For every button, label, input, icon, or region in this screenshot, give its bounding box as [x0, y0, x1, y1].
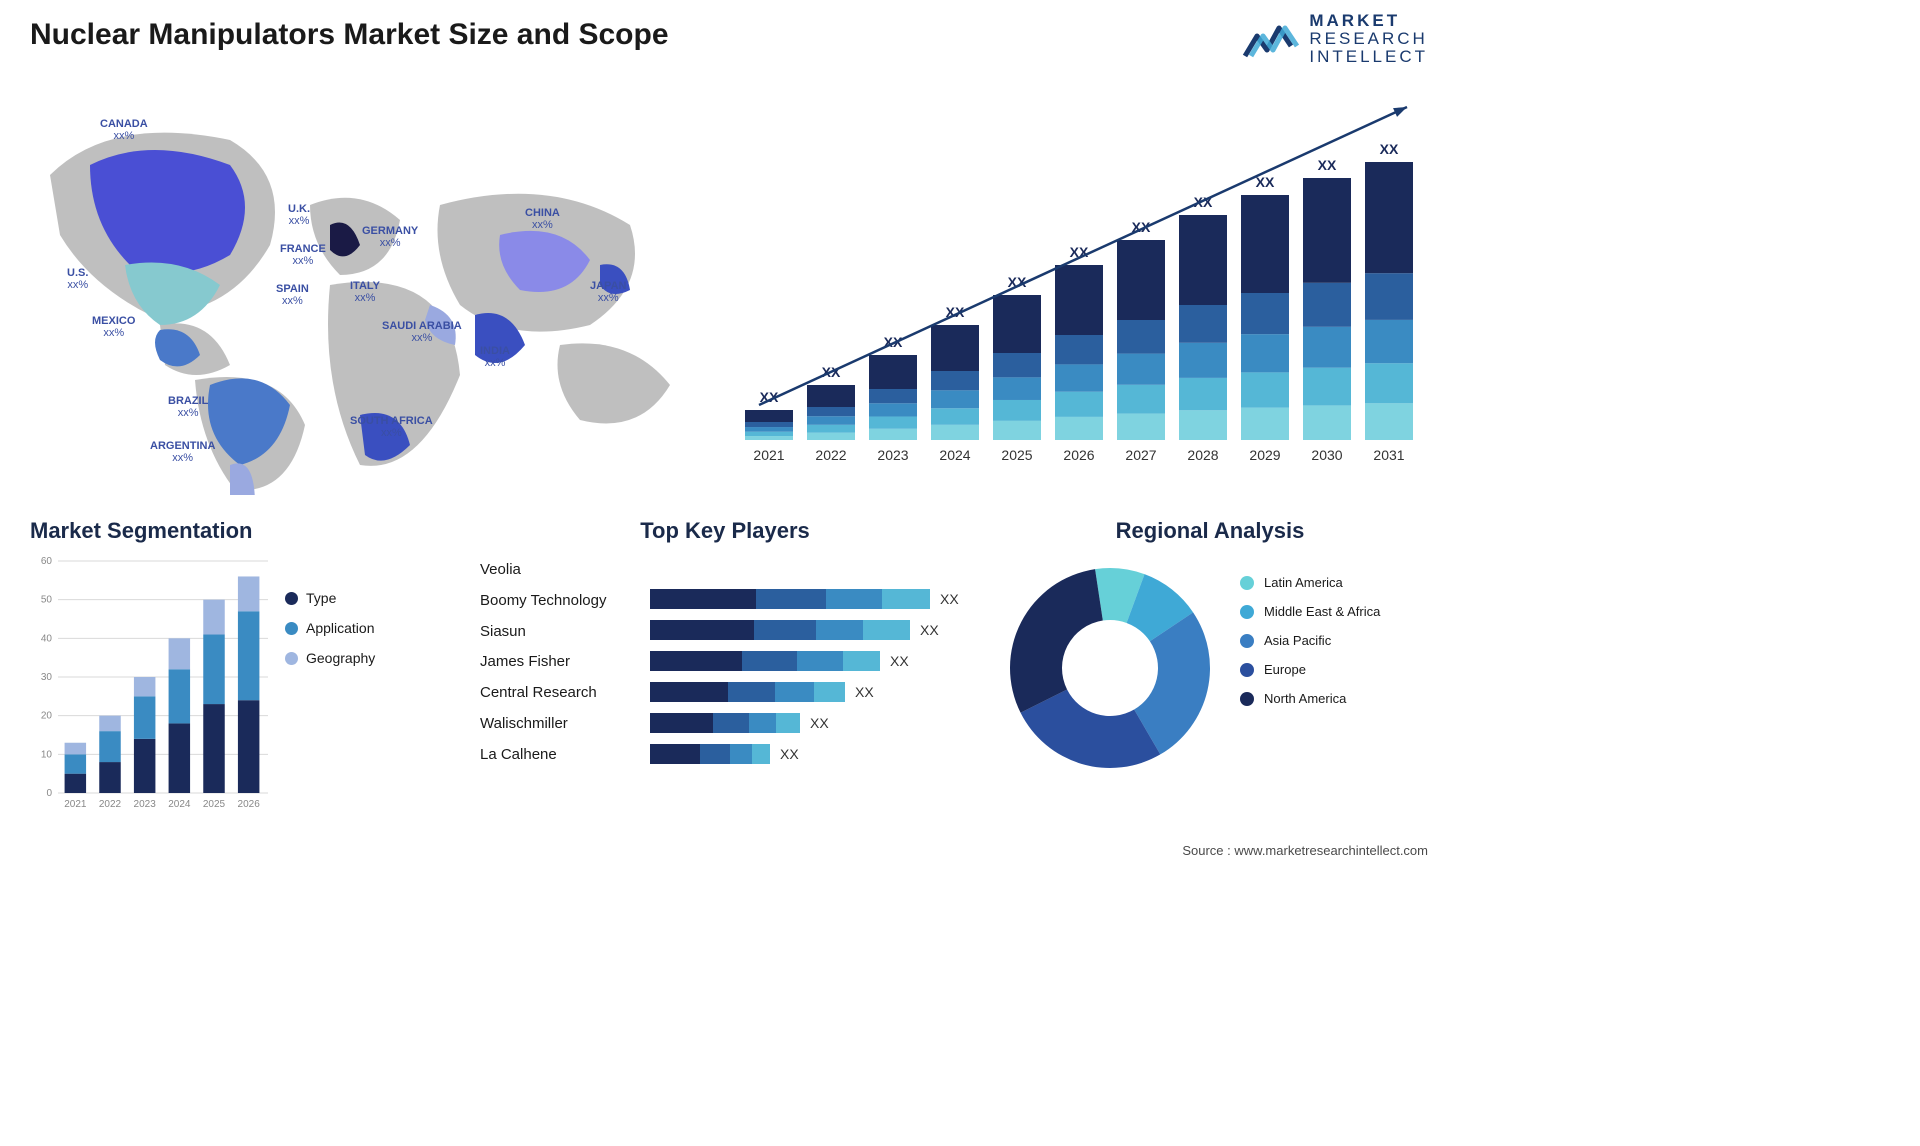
segmentation-legend: Type Application Geography	[285, 590, 375, 680]
player-bar: XX	[650, 713, 980, 733]
logo-icon	[1241, 14, 1301, 64]
svg-text:2024: 2024	[939, 447, 970, 463]
svg-text:2021: 2021	[753, 447, 784, 463]
svg-text:2026: 2026	[238, 799, 261, 810]
region-legend-item: North America	[1240, 691, 1380, 706]
regional-donut	[1000, 558, 1220, 778]
svg-text:10: 10	[41, 749, 53, 760]
player-name: La Calhene	[480, 740, 606, 771]
regional-title: Regional Analysis	[990, 518, 1430, 544]
players-bars: XX XX XX XX XX XX	[650, 558, 980, 775]
players-list: VeoliaBoomy TechnologySiasunJames Fisher…	[480, 555, 606, 770]
world-map: CANADAxx% U.S.xx% MEXICOxx% BRAZILxx% ARGENT…	[30, 85, 710, 495]
player-name: Walischmiller	[480, 709, 606, 740]
map-label-south-africa: SOUTH AFRICAxx%	[350, 415, 433, 439]
svg-text:2027: 2027	[1125, 447, 1156, 463]
svg-text:2023: 2023	[134, 799, 157, 810]
map-label-u-s-: U.S.xx%	[67, 267, 88, 291]
player-name: Boomy Technology	[480, 586, 606, 617]
source-attribution: Source : www.marketresearchintellect.com	[1182, 843, 1428, 858]
player-name: Central Research	[480, 678, 606, 709]
players-title: Top Key Players	[480, 518, 970, 544]
map-label-china: CHINAxx%	[525, 207, 560, 231]
svg-text:2025: 2025	[203, 799, 226, 810]
map-label-india: INDIAxx%	[480, 345, 510, 369]
map-label-japan: JAPANxx%	[590, 280, 626, 304]
svg-text:30: 30	[41, 672, 53, 683]
region-legend-item: Europe	[1240, 662, 1380, 677]
map-label-saudi-arabia: SAUDI ARABIAxx%	[382, 320, 462, 344]
svg-text:0: 0	[46, 788, 52, 799]
svg-text:2024: 2024	[168, 799, 191, 810]
svg-text:60: 60	[41, 556, 53, 567]
player-name: Veolia	[480, 555, 606, 586]
region-legend-item: Asia Pacific	[1240, 633, 1380, 648]
svg-text:20: 20	[41, 711, 53, 722]
map-label-argentina: ARGENTINAxx%	[150, 440, 215, 464]
map-label-germany: GERMANYxx%	[362, 225, 418, 249]
logo-line2: RESEARCH	[1309, 30, 1428, 48]
map-label-canada: CANADAxx%	[100, 118, 148, 142]
growth-chart: XX2021XX2022XX2023XX2024XX2025XX2026XX20…	[735, 95, 1427, 475]
map-label-u-k-: U.K.xx%	[288, 203, 310, 227]
svg-text:2029: 2029	[1249, 447, 1280, 463]
regional-legend: Latin America Middle East & Africa Asia Pa…	[1240, 575, 1380, 720]
player-bar: XX	[650, 682, 980, 702]
svg-text:2023: 2023	[877, 447, 908, 463]
map-label-spain: SPAINxx%	[276, 283, 309, 307]
regional-section: Regional Analysis	[990, 518, 1430, 544]
map-label-france: FRANCExx%	[280, 243, 326, 267]
map-label-brazil: BRAZILxx%	[168, 395, 208, 419]
player-name: Siasun	[480, 617, 606, 648]
svg-text:40: 40	[41, 633, 53, 644]
segmentation-title: Market Segmentation	[30, 518, 460, 544]
svg-text:2028: 2028	[1187, 447, 1218, 463]
map-label-mexico: MEXICOxx%	[92, 315, 135, 339]
svg-text:2031: 2031	[1373, 447, 1404, 463]
logo-line3: INTELLECT	[1309, 48, 1428, 66]
svg-text:50: 50	[41, 595, 53, 606]
svg-text:2022: 2022	[815, 447, 846, 463]
svg-text:2025: 2025	[1001, 447, 1032, 463]
players-section: Top Key Players	[480, 518, 970, 544]
player-bar: XX	[650, 744, 980, 764]
segmentation-section: Market Segmentation	[30, 518, 460, 550]
player-bar: XX	[650, 620, 980, 640]
region-legend-item: Latin America	[1240, 575, 1380, 590]
svg-text:XX: XX	[1318, 157, 1337, 173]
seg-legend-geography: Geography	[285, 650, 375, 666]
player-bar: XX	[650, 651, 980, 671]
map-label-italy: ITALYxx%	[350, 280, 380, 304]
svg-text:2022: 2022	[99, 799, 122, 810]
player-bar	[650, 558, 980, 578]
player-bar: XX	[650, 589, 980, 609]
brand-logo: MARKET RESEARCH INTELLECT	[1241, 12, 1428, 66]
svg-text:2026: 2026	[1063, 447, 1094, 463]
svg-text:2021: 2021	[64, 799, 87, 810]
player-name: James Fisher	[480, 647, 606, 678]
svg-text:2030: 2030	[1311, 447, 1342, 463]
page-title: Nuclear Manipulators Market Size and Sco…	[30, 18, 669, 52]
seg-legend-type: Type	[285, 590, 375, 606]
segmentation-chart: 0 10 20 30 40 50 60 2021 2022 2023 2024 2025 2026	[30, 555, 270, 815]
region-legend-item: Middle East & Africa	[1240, 604, 1380, 619]
logo-line1: MARKET	[1309, 12, 1428, 30]
svg-text:XX: XX	[1380, 141, 1399, 157]
seg-legend-application: Application	[285, 620, 375, 636]
